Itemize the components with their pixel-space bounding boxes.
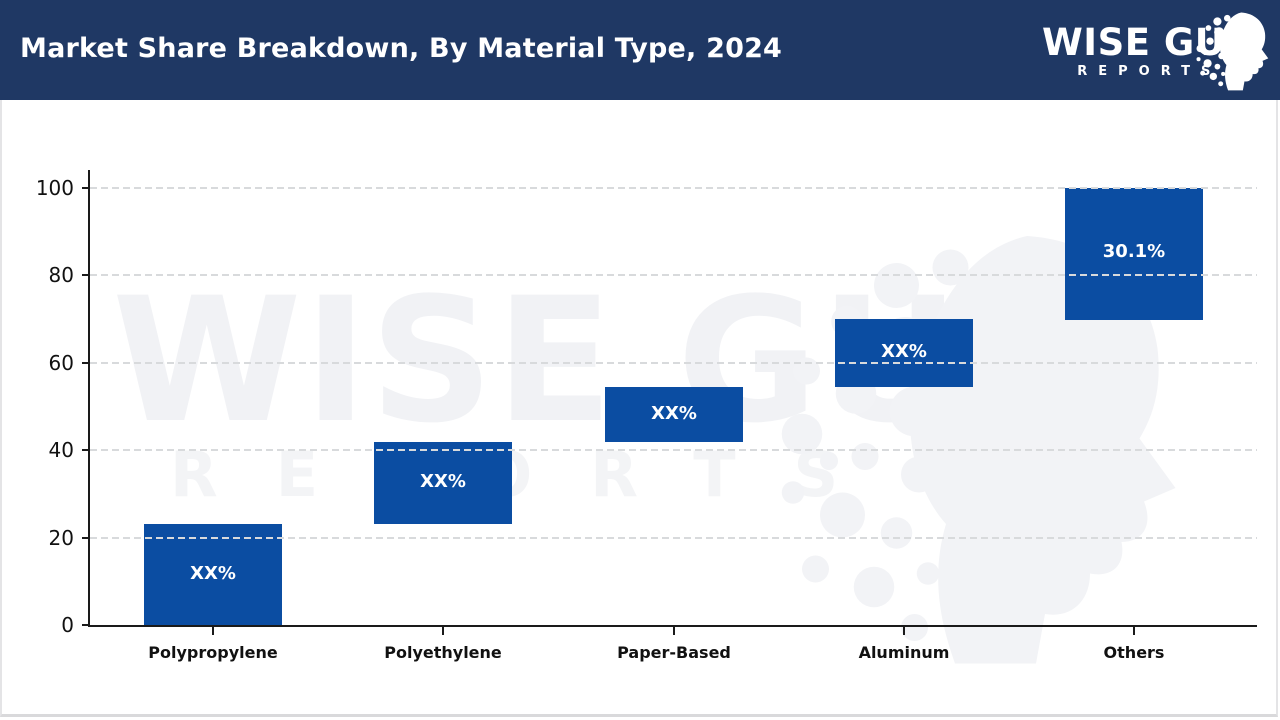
bar [374,442,512,524]
bar-value-label: XX% [420,471,466,492]
x-tick-mark [673,627,675,635]
gridline [90,186,1257,189]
bar [144,524,282,625]
waterfall-chart: 0 20 40 60 80 100 XX% Polypropylene XX% Polyethyl… [2,100,1280,720]
x-category-label: Paper-Based [617,643,731,662]
x-category-label: Others [1103,643,1165,662]
y-tick-label: 0 [61,613,74,637]
y-tick-label: 40 [48,438,74,462]
x-category-label: Polyethylene [384,643,502,662]
y-tick-mark [82,449,90,451]
bar-value-label: XX% [881,341,927,362]
bar [605,387,743,442]
x-category-label: Polypropylene [148,643,278,662]
gridline [90,361,1257,364]
bar-value-label: XX% [651,403,697,424]
header-bar: Market Share Breakdown, By Material Type… [0,0,1280,100]
y-tick-mark [82,536,90,539]
x-category-label: Aluminum [858,643,950,662]
y-tick-label: 20 [48,525,74,550]
brand-logo: WISE GUY REPORTS [1020,8,1270,92]
bar [1065,188,1203,320]
bar-value-label: 30.1% [1102,241,1166,262]
chart-panel: WISE GUY REPORTS 0 20 40 60 80 100 XX% Polyprop… [0,100,1278,717]
x-axis-line [88,625,1257,627]
y-tick-mark [82,624,90,626]
x-tick-mark [212,627,214,635]
x-tick-mark [442,627,444,635]
gridline [90,449,1257,451]
page-title: Market Share Breakdown, By Material Type… [20,33,783,64]
x-tick-mark [1133,627,1135,635]
y-tick-label: 60 [48,350,74,375]
y-tick-label: 100 [35,175,74,200]
y-tick-mark [82,186,90,189]
y-axis-line [88,170,90,627]
brand-face-icon [1190,10,1276,92]
y-tick-mark [82,274,90,276]
y-tick-label: 80 [48,263,74,287]
bar [835,319,973,387]
gridline [90,274,1257,276]
x-tick-mark [903,627,905,635]
bar-value-label: XX% [190,563,236,584]
gridline [90,536,1257,539]
brand-subtitle: REPORTS [1077,64,1222,79]
y-tick-mark [82,361,90,364]
